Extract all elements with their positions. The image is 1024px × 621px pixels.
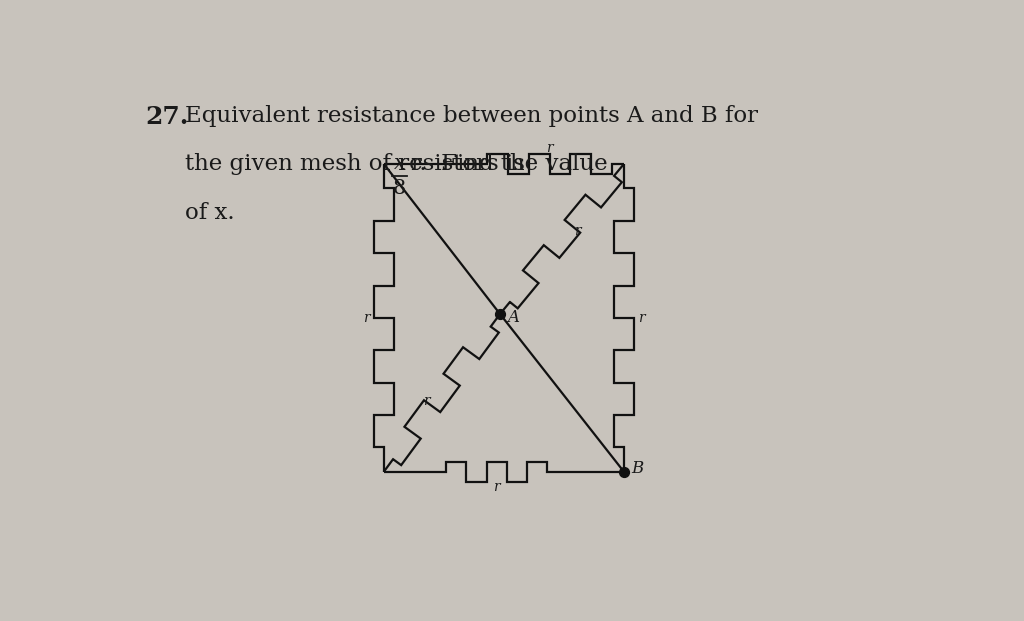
Text: A: A bbox=[507, 309, 519, 327]
Point bbox=[615, 467, 632, 477]
Text: r: r bbox=[494, 480, 500, 494]
Text: B: B bbox=[631, 460, 643, 478]
Text: 8: 8 bbox=[393, 179, 407, 198]
Text: r: r bbox=[574, 224, 581, 238]
Point bbox=[492, 309, 508, 319]
Text: x: x bbox=[393, 154, 406, 173]
Text: r.  Find the value: r. Find the value bbox=[411, 153, 607, 175]
Text: of x.: of x. bbox=[185, 202, 234, 224]
Text: r: r bbox=[638, 311, 644, 325]
Text: r: r bbox=[364, 311, 370, 325]
Text: 27.: 27. bbox=[145, 104, 188, 129]
Text: the given mesh of resistors is: the given mesh of resistors is bbox=[185, 153, 532, 175]
Text: r: r bbox=[546, 142, 553, 155]
Text: Equivalent resistance between points A and B for: Equivalent resistance between points A a… bbox=[185, 104, 759, 127]
Text: r: r bbox=[423, 394, 430, 407]
